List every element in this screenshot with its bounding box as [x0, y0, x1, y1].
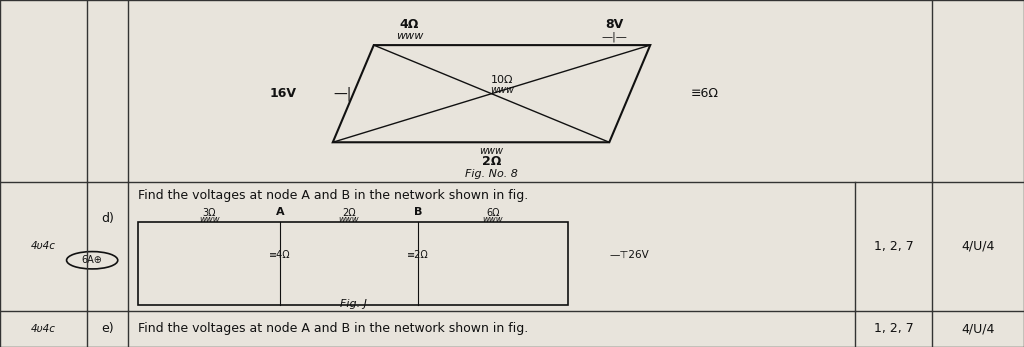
- Text: ≡2Ω: ≡2Ω: [407, 250, 429, 260]
- Text: B: B: [414, 207, 422, 217]
- Text: 4υ4с: 4υ4с: [31, 242, 56, 251]
- Text: 6Ω: 6Ω: [486, 209, 500, 218]
- Text: www: www: [489, 85, 514, 95]
- Text: www: www: [479, 146, 504, 156]
- Text: 4/U/4: 4/U/4: [962, 322, 994, 335]
- Text: Fig. J: Fig. J: [340, 299, 367, 309]
- Text: 8V: 8V: [605, 18, 624, 31]
- Text: www: www: [339, 215, 359, 224]
- Text: —|—: —|—: [601, 31, 628, 42]
- Text: d): d): [101, 212, 114, 225]
- Text: 4υ4с: 4υ4с: [31, 324, 56, 334]
- Text: —|: —|: [334, 86, 352, 101]
- Text: www: www: [482, 215, 504, 224]
- Text: www: www: [396, 32, 423, 41]
- Text: 16V: 16V: [270, 87, 297, 100]
- Text: 10Ω: 10Ω: [490, 75, 513, 85]
- Text: 6A⊕: 6A⊕: [82, 255, 102, 265]
- Text: 2Ω: 2Ω: [482, 155, 501, 168]
- Text: ≡4Ω: ≡4Ω: [269, 250, 291, 260]
- Text: A: A: [275, 207, 285, 217]
- Text: 4/U/4: 4/U/4: [962, 240, 994, 253]
- Text: ≡6Ω: ≡6Ω: [691, 87, 719, 100]
- Text: 1, 2, 7: 1, 2, 7: [873, 240, 913, 253]
- Text: 3Ω: 3Ω: [203, 209, 216, 218]
- Text: Find the voltages at node A and B in the network shown in fig.: Find the voltages at node A and B in the…: [138, 322, 528, 335]
- Text: e): e): [101, 322, 114, 335]
- Text: Find the voltages at node A and B in the network shown in fig.: Find the voltages at node A and B in the…: [138, 189, 528, 202]
- Text: 4Ω: 4Ω: [400, 18, 419, 31]
- Bar: [138, 222, 568, 305]
- Text: 1, 2, 7: 1, 2, 7: [873, 322, 913, 335]
- Text: 2Ω: 2Ω: [342, 209, 355, 218]
- Text: —⊤26V: —⊤26V: [609, 250, 649, 260]
- Text: www: www: [199, 215, 219, 224]
- Text: Fig. No. 8: Fig. No. 8: [465, 169, 518, 179]
